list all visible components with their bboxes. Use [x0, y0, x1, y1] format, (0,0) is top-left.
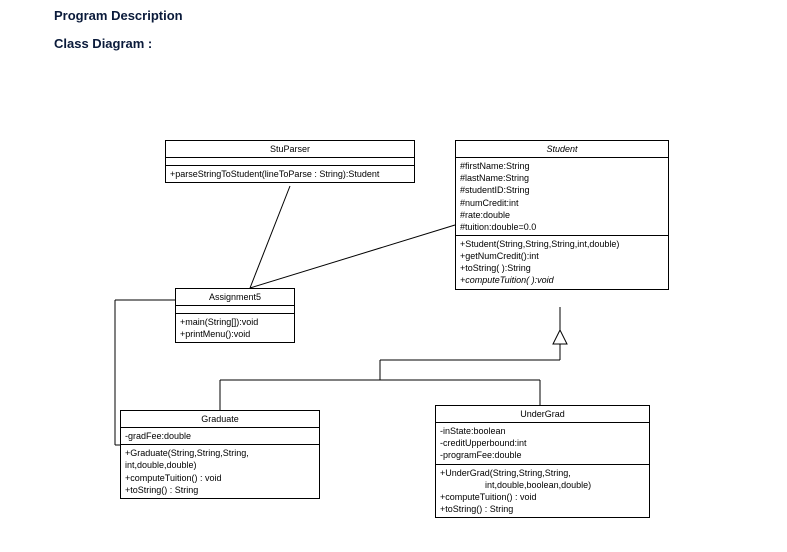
class-operations: +UnderGrad(String,String,String, int,dou…: [436, 465, 649, 518]
attribute: -gradFee:double: [125, 430, 315, 442]
attribute: #lastName:String: [460, 172, 664, 184]
class-operations: +Student(String,String,String,int,double…: [456, 236, 668, 289]
class-operations: +main(String[]):void+printMenu():void: [176, 314, 294, 342]
attribute: #studentID:String: [460, 184, 664, 196]
operation: +main(String[]):void: [180, 316, 290, 328]
class-attributes: -gradFee:double: [121, 428, 319, 445]
uml-class-stuparser: StuParser +parseStringToStudent(lineToPar…: [165, 140, 415, 183]
heading-title: Program Description: [54, 8, 183, 23]
uml-class-graduate: Graduate -gradFee:double +Graduate(String,…: [120, 410, 320, 499]
heading-subtitle: Class Diagram :: [54, 36, 152, 51]
class-operations: +parseStringToStudent(lineToParse : Stri…: [166, 166, 414, 182]
class-attributes: -inState:boolean-creditUpperbound:int-pr…: [436, 423, 649, 464]
attribute: #firstName:String: [460, 160, 664, 172]
operation: +toString() : String: [440, 503, 645, 515]
class-operations: +Graduate(String,String,String,int,doubl…: [121, 445, 319, 498]
operation: +Graduate(String,String,String,: [125, 447, 315, 459]
operation: +computeTuition() : void: [125, 472, 315, 484]
operation: int,double,double): [125, 459, 315, 471]
operation: +computeTuition( ):void: [460, 274, 664, 286]
operation: +computeTuition() : void: [440, 491, 645, 503]
attribute: -creditUpperbound:int: [440, 437, 645, 449]
operation: +parseStringToStudent(lineToParse : Stri…: [170, 168, 410, 180]
class-name: Student: [456, 141, 668, 158]
attribute: #rate:double: [460, 209, 664, 221]
operation: int,double,boolean,double): [440, 479, 645, 491]
attribute: -programFee:double: [440, 449, 645, 461]
operation: +UnderGrad(String,String,String,: [440, 467, 645, 479]
operation: +Student(String,String,String,int,double…: [460, 238, 664, 250]
class-attributes: [166, 158, 414, 166]
operation: +printMenu():void: [180, 328, 290, 340]
attribute: #numCredit:int: [460, 197, 664, 209]
attribute: -inState:boolean: [440, 425, 645, 437]
class-diagram: StuParser +parseStringToStudent(lineToPar…: [0, 100, 787, 550]
class-name: StuParser: [166, 141, 414, 158]
operation: +toString() : String: [125, 484, 315, 496]
uml-class-undergrad: UnderGrad-inState:boolean-creditUpperbou…: [435, 405, 650, 518]
uml-class-student: Student#firstName:String#lastName:String…: [455, 140, 669, 290]
class-attributes: [176, 306, 294, 314]
operation: +getNumCredit():int: [460, 250, 664, 262]
class-name: UnderGrad: [436, 406, 649, 423]
operation: +toString( ):String: [460, 262, 664, 274]
class-attributes: #firstName:String#lastName:String#studen…: [456, 158, 668, 236]
class-name: Assignment5: [176, 289, 294, 306]
class-name: Graduate: [121, 411, 319, 428]
uml-class-assignment5: Assignment5 +main(String[]):void+printMen…: [175, 288, 295, 343]
attribute: #tuition:double=0.0: [460, 221, 664, 233]
